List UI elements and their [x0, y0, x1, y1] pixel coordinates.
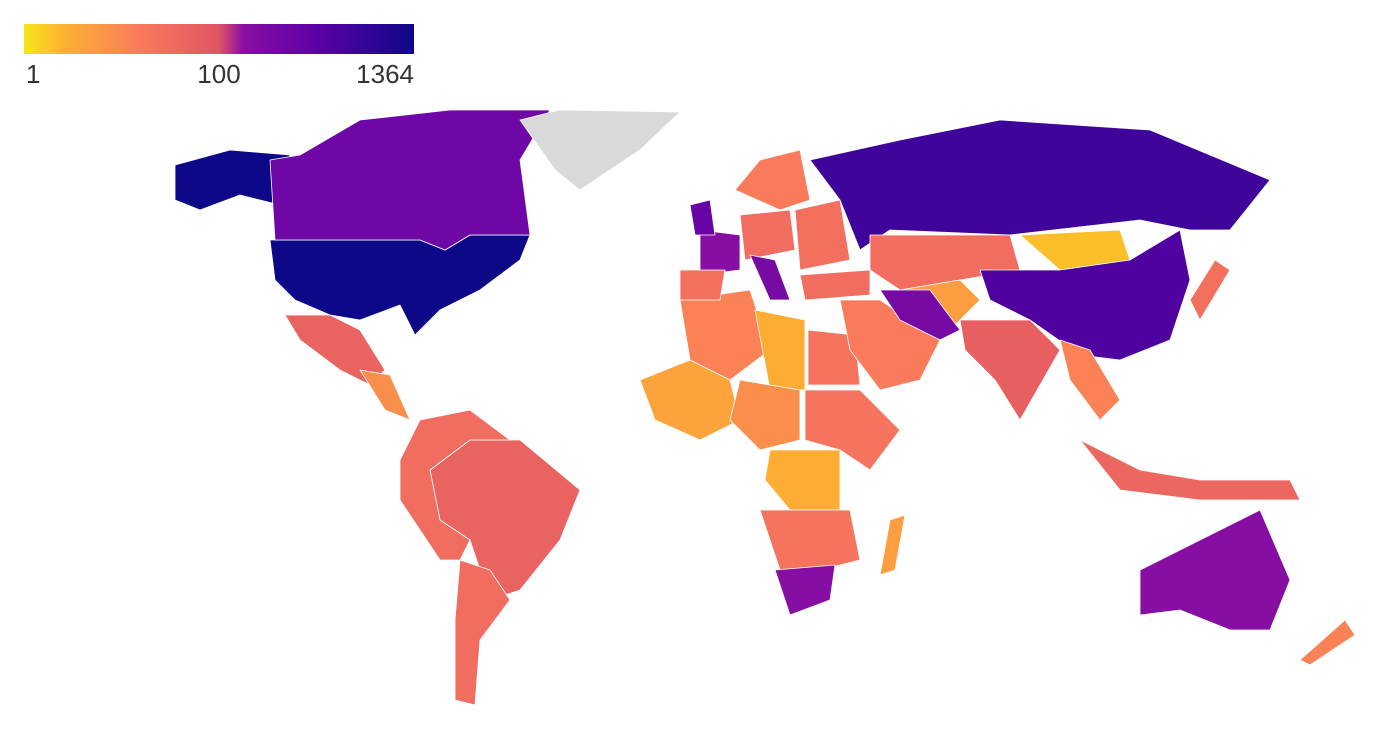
country: [1079, 439, 1301, 501]
colorbar-tick-label: 1: [26, 59, 40, 89]
country: [739, 209, 796, 261]
country: [359, 369, 411, 421]
country: [399, 409, 511, 561]
country: [754, 309, 806, 391]
country: [794, 199, 851, 271]
country: [1189, 259, 1231, 321]
country: [879, 289, 961, 341]
country: [429, 439, 581, 601]
country: [774, 564, 836, 616]
country: [764, 449, 841, 511]
country: [269, 109, 551, 251]
country: [679, 269, 726, 301]
country: [1139, 509, 1291, 631]
country: [1059, 339, 1121, 421]
country: [809, 119, 1271, 251]
country: [734, 149, 811, 211]
country: [839, 299, 941, 391]
country: [759, 509, 861, 571]
country: [959, 319, 1061, 421]
country: [879, 514, 906, 576]
country: [1299, 619, 1356, 666]
country: [979, 229, 1191, 361]
country: [679, 289, 771, 381]
colorbar-tick-label: 100: [197, 59, 240, 89]
country: [689, 199, 716, 236]
country: [804, 389, 901, 471]
country: [799, 269, 871, 301]
colorbar-tick-label: 1364: [356, 59, 414, 89]
country: [807, 329, 861, 386]
country: [699, 229, 741, 276]
country: [519, 109, 681, 191]
country: [454, 559, 511, 706]
country: [729, 379, 801, 451]
country: [749, 254, 791, 301]
colorbar: [24, 24, 414, 54]
